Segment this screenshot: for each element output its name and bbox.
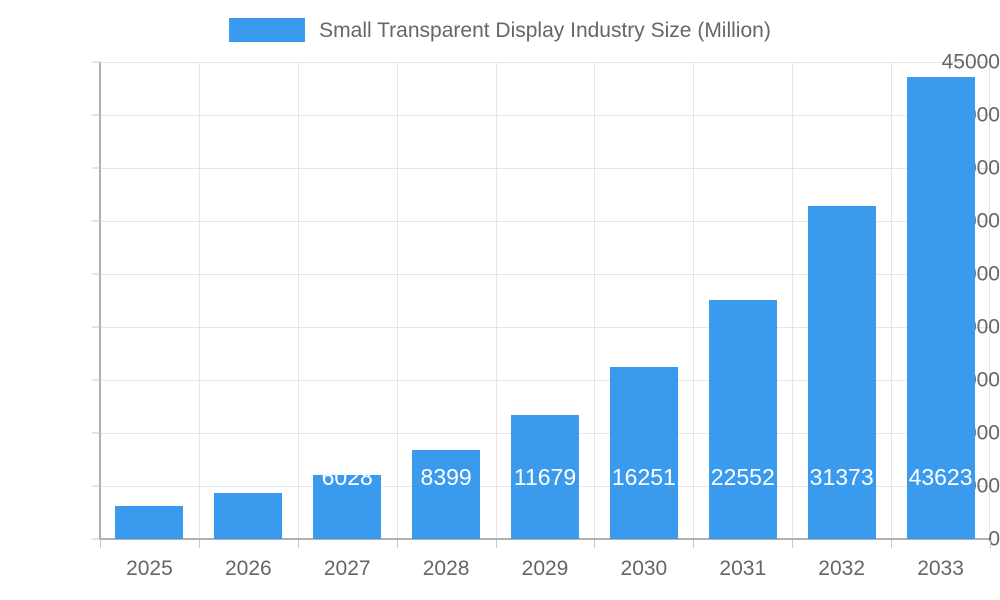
y-axis-tick-label: 0 (988, 527, 1000, 551)
x-axis-tick-mark (693, 540, 695, 548)
gridline-horizontal (100, 115, 990, 116)
bar-value-label: 31373 (809, 464, 874, 490)
x-axis-tick-mark (100, 540, 101, 548)
y-axis-tick-mark (92, 273, 100, 275)
x-axis-tick-label: 2025 (126, 557, 173, 580)
bar-value-label: 22552 (710, 464, 775, 490)
x-axis-tick-label: 2026 (224, 557, 272, 580)
gridline-vertical (891, 62, 892, 539)
bar-value-label: 4327 (222, 464, 274, 490)
x-axis-tick-mark (792, 540, 794, 548)
bar[interactable] (511, 415, 579, 539)
gridline-horizontal (100, 221, 990, 222)
gridline-vertical (298, 62, 299, 539)
y-axis-tick-mark (92, 61, 100, 63)
y-axis-tick-mark (92, 114, 100, 116)
x-axis-line (99, 538, 990, 540)
y-axis-tick-mark (92, 220, 100, 222)
gridline-vertical (199, 62, 200, 539)
bar[interactable] (609, 366, 678, 539)
bar-value-label: 8399 (420, 464, 472, 490)
x-axis-tick-mark (990, 540, 991, 548)
gridline-vertical (496, 62, 497, 539)
bar-value-label: 16251 (611, 464, 676, 490)
x-axis-tick-mark (495, 540, 497, 548)
bar[interactable] (115, 506, 184, 539)
y-axis-tick-mark (92, 432, 100, 434)
x-axis-tick-mark (396, 540, 398, 548)
gridline-vertical (792, 62, 793, 539)
bar[interactable] (214, 493, 283, 539)
bar-value-label: 6028 (321, 464, 373, 490)
legend-color-swatch[interactable] (229, 18, 306, 42)
x-axis-tick-label: 2033 (917, 557, 964, 580)
y-axis-line (99, 62, 101, 540)
x-axis-tick-label: 2030 (620, 557, 668, 580)
x-axis-tick-label: 2028 (422, 557, 470, 580)
x-axis-tick-label: 2029 (521, 557, 569, 580)
gridline-vertical (693, 62, 694, 539)
bar-value-label: 43623 (908, 464, 973, 490)
bar[interactable] (313, 475, 382, 539)
y-axis-tick-mark (92, 538, 100, 540)
x-axis-tick-mark (891, 540, 893, 548)
plot-right-border (989, 62, 990, 539)
x-axis-tick-label: 2031 (719, 557, 767, 580)
y-axis-tick-mark (92, 379, 100, 381)
x-axis-tick-mark (594, 540, 596, 548)
x-axis-tick-mark (198, 540, 200, 548)
bar-series: 3110 4327 6028 8399 11679 16251 22552 31373 4362… (100, 62, 990, 539)
x-axis-tick-label: 2032 (818, 557, 866, 580)
x-axis-tick-mark (297, 540, 299, 548)
y-axis-tick-label: 45000 (941, 50, 1000, 74)
gridline-horizontal (100, 168, 990, 169)
y-axis-tick-mark (92, 326, 100, 328)
bar[interactable] (807, 206, 876, 539)
plot-top-border (100, 62, 990, 63)
gridline-vertical (397, 62, 398, 539)
x-axis-tick-label: 2027 (323, 557, 371, 580)
chart-legend: Small Transparent Display Industry Size … (0, 14, 1000, 46)
gridline-horizontal (100, 327, 990, 328)
gridline-vertical (594, 62, 595, 539)
gridline-horizontal (100, 274, 990, 275)
y-axis-tick-mark (92, 485, 100, 487)
bar[interactable] (906, 76, 975, 539)
legend-label[interactable]: Small Transparent Display Industry Size … (319, 18, 771, 42)
gridline-horizontal (100, 380, 990, 381)
bar[interactable] (708, 299, 777, 539)
y-axis-tick-mark (92, 167, 100, 169)
bar-value-label: 11679 (513, 464, 577, 490)
bar[interactable] (412, 449, 481, 539)
bar-value-label: 3110 (124, 464, 175, 490)
